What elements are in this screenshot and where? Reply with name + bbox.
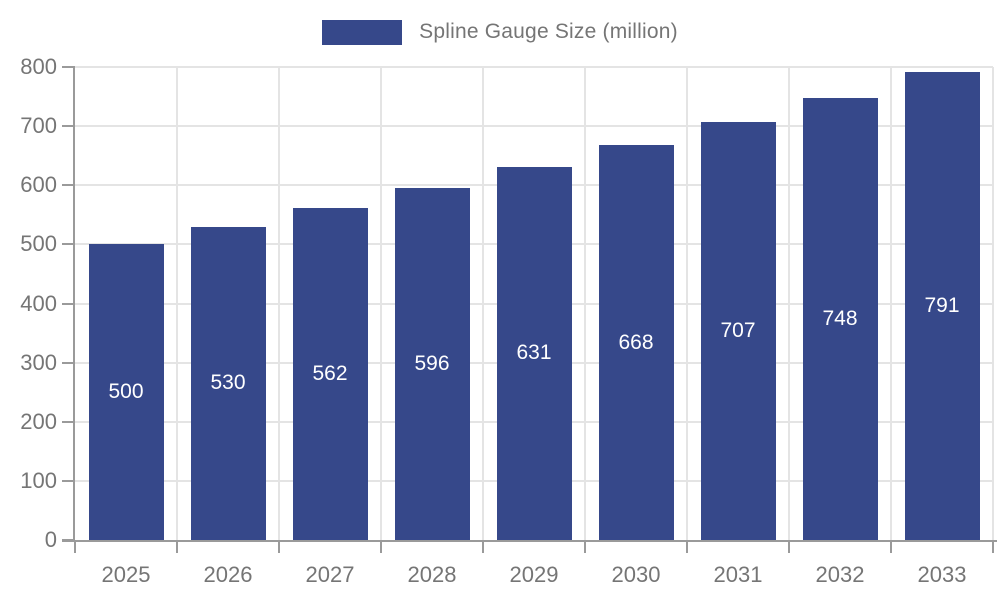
x-axis-tick [482,540,484,553]
x-tick-label: 2029 [509,562,559,587]
bar-value-label: 530 [210,371,246,395]
bar-value-label: 668 [618,330,654,354]
y-tick-label: 300 [20,349,57,375]
gridline-horizontal [75,66,993,68]
gridline-vertical [890,67,892,540]
y-axis-tick [62,125,75,128]
bar-value-label: 791 [924,294,960,318]
x-axis-tick [788,540,790,553]
y-axis-tick [62,184,75,187]
gridline-vertical [176,67,178,540]
x-axis-tick [992,540,994,553]
x-tick-label: 2028 [407,562,457,587]
x-tick-label: 2033 [917,562,967,587]
y-axis-line [73,67,75,540]
bar-value-label: 748 [822,306,858,330]
x-tick-label: 2025 [101,562,151,587]
gridline-vertical [686,67,688,540]
bar-2027[interactable] [292,207,368,540]
bar-2029[interactable] [496,166,572,540]
y-tick-label: 600 [20,172,57,198]
x-axis-line [62,540,997,542]
bar-2026[interactable] [190,226,266,540]
x-axis-tick [176,540,178,553]
y-tick-label: 800 [20,54,57,79]
bar-2031[interactable] [700,121,776,540]
bar-2030[interactable] [598,145,674,540]
bar-value-label: 707 [720,318,756,342]
x-tick-label: 2026 [203,562,253,587]
x-axis-tick [584,540,586,553]
gridline-vertical [788,67,790,540]
x-tick-label: 2030 [611,562,661,587]
y-tick-label: 500 [20,231,57,257]
y-tick-label: 100 [20,467,57,493]
x-tick-label: 2027 [305,562,355,587]
x-axis-tick [890,540,892,553]
bar-2032[interactable] [802,97,878,540]
gridline-vertical [584,67,586,540]
gridline-vertical [380,67,382,540]
x-axis-tick [380,540,382,553]
bar-2033[interactable] [904,72,980,540]
legend-label: Spline Gauge Size (million) [419,20,678,43]
bar-value-label: 500 [108,380,144,404]
x-axis-tick [686,540,688,553]
bar-value-label: 631 [516,341,552,365]
gridline-vertical [278,67,280,540]
bar-value-label: 562 [312,361,348,385]
legend[interactable]: Spline Gauge Size (million) [0,14,1000,50]
y-axis-tick [62,243,75,246]
y-tick-label: 400 [20,290,57,316]
gridline-horizontal [75,125,993,128]
gridline-vertical [992,67,994,540]
x-tick-label: 2032 [815,562,865,587]
x-axis-tick [278,540,280,553]
y-tick-label: 700 [20,113,57,139]
y-axis-tick [62,302,75,305]
y-axis-tick [62,66,75,68]
y-tick-label: 200 [20,408,57,434]
bar-2025[interactable] [88,244,164,540]
y-axis-tick [62,361,75,364]
y-axis-tick [62,479,75,482]
y-axis-tick [62,420,75,423]
x-axis-tick [74,540,76,553]
legend-swatch [322,19,403,45]
x-tick-label: 2031 [713,562,763,587]
bar-2028[interactable] [394,187,470,540]
gridline-vertical [482,67,484,540]
y-tick-label: 0 [44,527,57,552]
bar-value-label: 596 [414,351,450,375]
